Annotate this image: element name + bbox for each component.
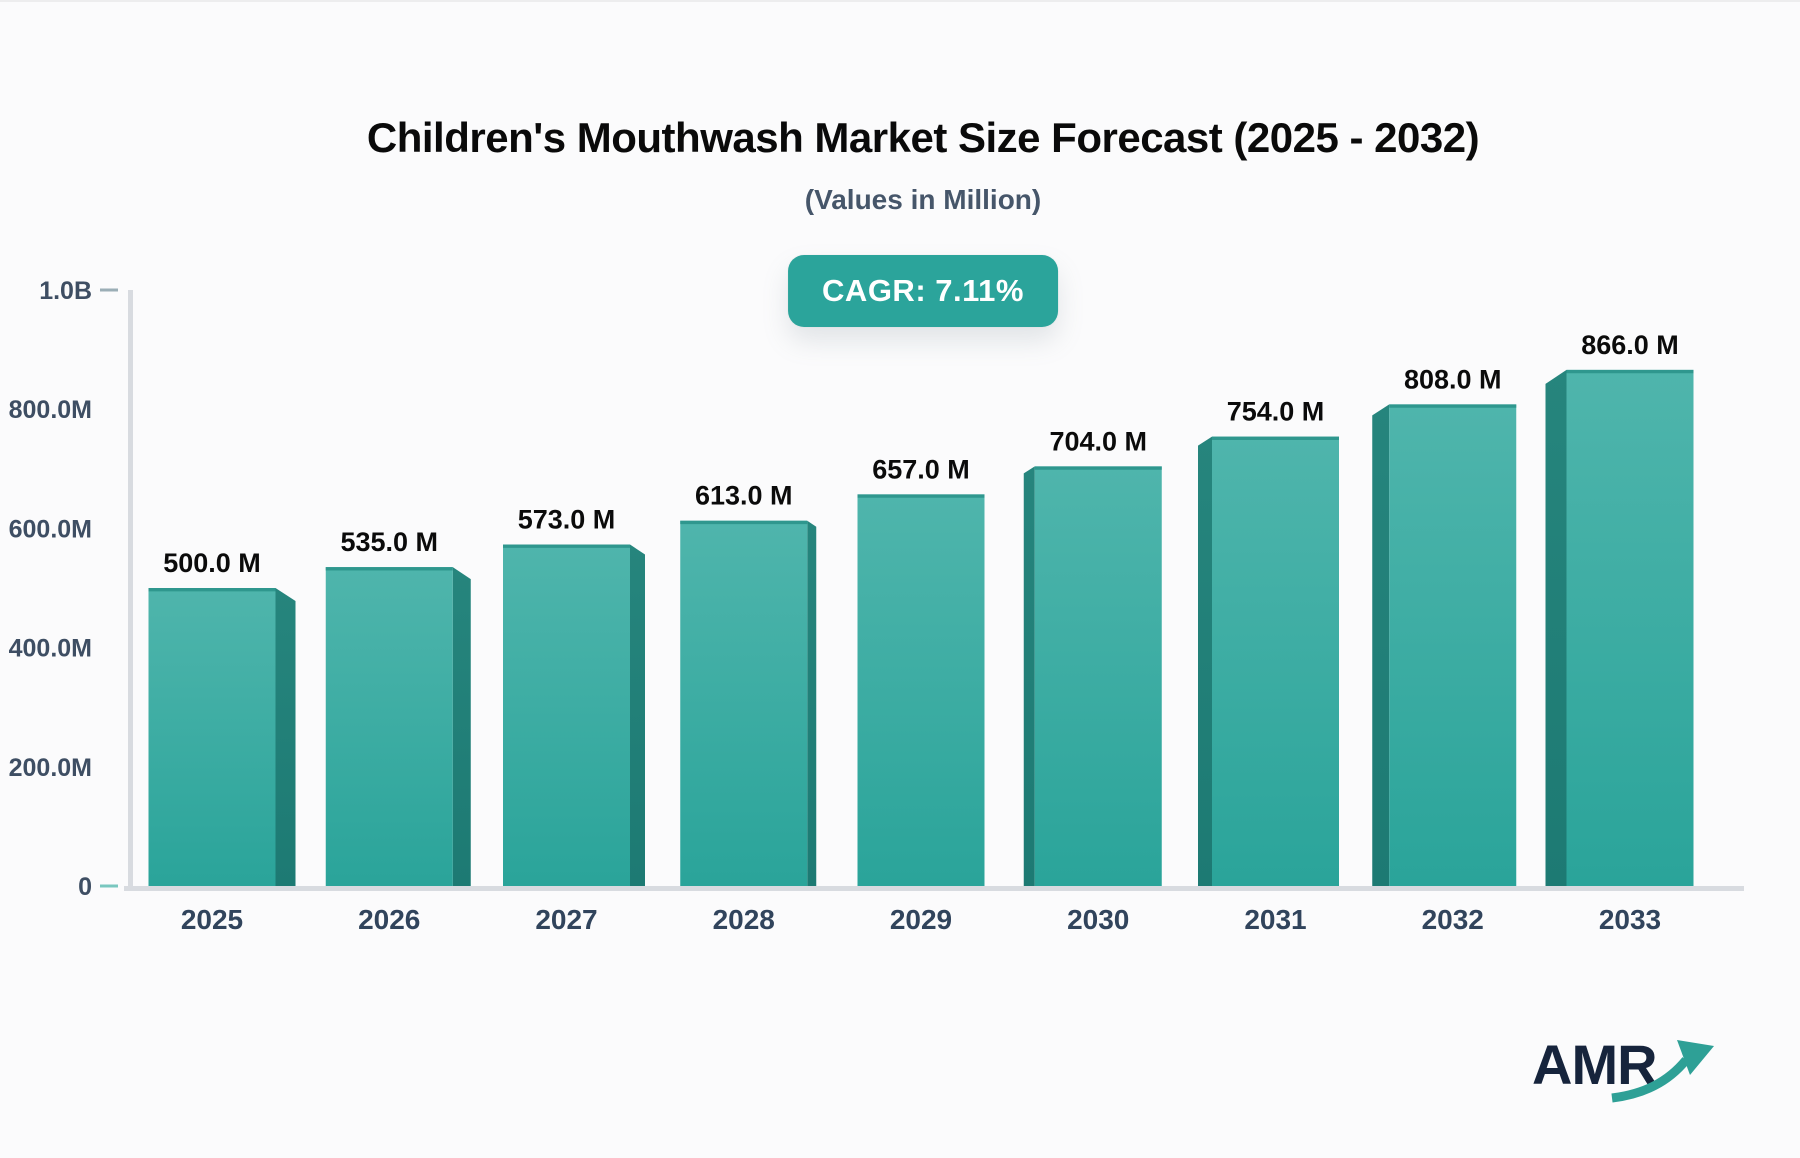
x-axis-line <box>124 886 1744 891</box>
bar-2026-side <box>452 567 471 886</box>
bar-2025-side <box>275 588 296 886</box>
x-tick-2028: 2028 <box>713 904 775 935</box>
bar-2030[interactable] <box>1034 466 1162 886</box>
cagr-badge: CAGR: 7.11% <box>788 255 1058 327</box>
axis-layer: 0 200.0M 400.0M 600.0M 800.0M 1.0B <box>9 277 1744 901</box>
bar-2033-side <box>1545 369 1567 886</box>
chart-title: Children's Mouthwash Market Size Forecas… <box>366 114 1480 161</box>
value-label-2031: 754.0 M <box>1227 397 1325 427</box>
bar-2030-side <box>1023 466 1035 886</box>
y-tick-label-600.0M: 600.0M <box>9 515 92 543</box>
bar-2031-side <box>1198 436 1212 886</box>
bar-2029[interactable] <box>857 494 985 886</box>
y-tick-label-1.0B: 1.0B <box>39 277 92 305</box>
x-tick-2032: 2032 <box>1422 904 1484 935</box>
x-tick-2029: 2029 <box>890 904 952 935</box>
x-tick-2031: 2031 <box>1244 904 1306 935</box>
amr-logo: AMR <box>1532 1032 1772 1122</box>
x-tick-2027: 2027 <box>535 904 597 935</box>
bar-2025[interactable] <box>148 588 276 886</box>
bar-2027[interactable] <box>503 544 630 887</box>
y-tick-label-400.0M: 400.0M <box>9 635 92 663</box>
bar-2033[interactable] <box>1566 369 1694 886</box>
value-label-2030: 704.0 M <box>1049 426 1147 456</box>
value-label-2026: 535.0 M <box>340 527 438 557</box>
amr-logo-text: AMR <box>1532 1033 1658 1096</box>
x-tick-2026: 2026 <box>358 904 420 935</box>
growth-arrow-icon <box>1611 1040 1714 1103</box>
labels-layer: 500.0 M 2025 535.0 M 2026 573.0 M 2027 613.0 M… <box>163 330 1679 935</box>
value-label-2028: 613.0 M <box>695 481 793 511</box>
bar-2031[interactable] <box>1212 436 1339 886</box>
y-axis-line <box>128 290 133 891</box>
value-label-2029: 657.0 M <box>872 454 970 484</box>
x-tick-2033: 2033 <box>1599 904 1661 935</box>
bar-2026[interactable] <box>325 567 453 886</box>
bar-2028-side <box>807 520 817 886</box>
bar-2028[interactable] <box>680 520 808 886</box>
value-label-2032: 808.0 M <box>1404 364 1502 394</box>
bar-2032-side <box>1372 404 1390 886</box>
value-label-2025: 500.0 M <box>163 548 261 578</box>
value-label-2027: 573.0 M <box>518 505 616 535</box>
y-tick-label-200.0M: 200.0M <box>9 754 92 782</box>
y-tick-label-800.0M: 800.0M <box>9 396 92 424</box>
bar-2027-side <box>630 544 645 886</box>
value-label-2033: 866.0 M <box>1581 330 1679 360</box>
chart-subtitle: (Values in Million) <box>804 184 1042 215</box>
bar-2032[interactable] <box>1389 404 1517 886</box>
y-tick-label-0: 0 <box>78 873 92 901</box>
x-tick-2030: 2030 <box>1067 904 1129 935</box>
bars-layer <box>148 369 1694 887</box>
x-tick-2025: 2025 <box>181 904 243 935</box>
